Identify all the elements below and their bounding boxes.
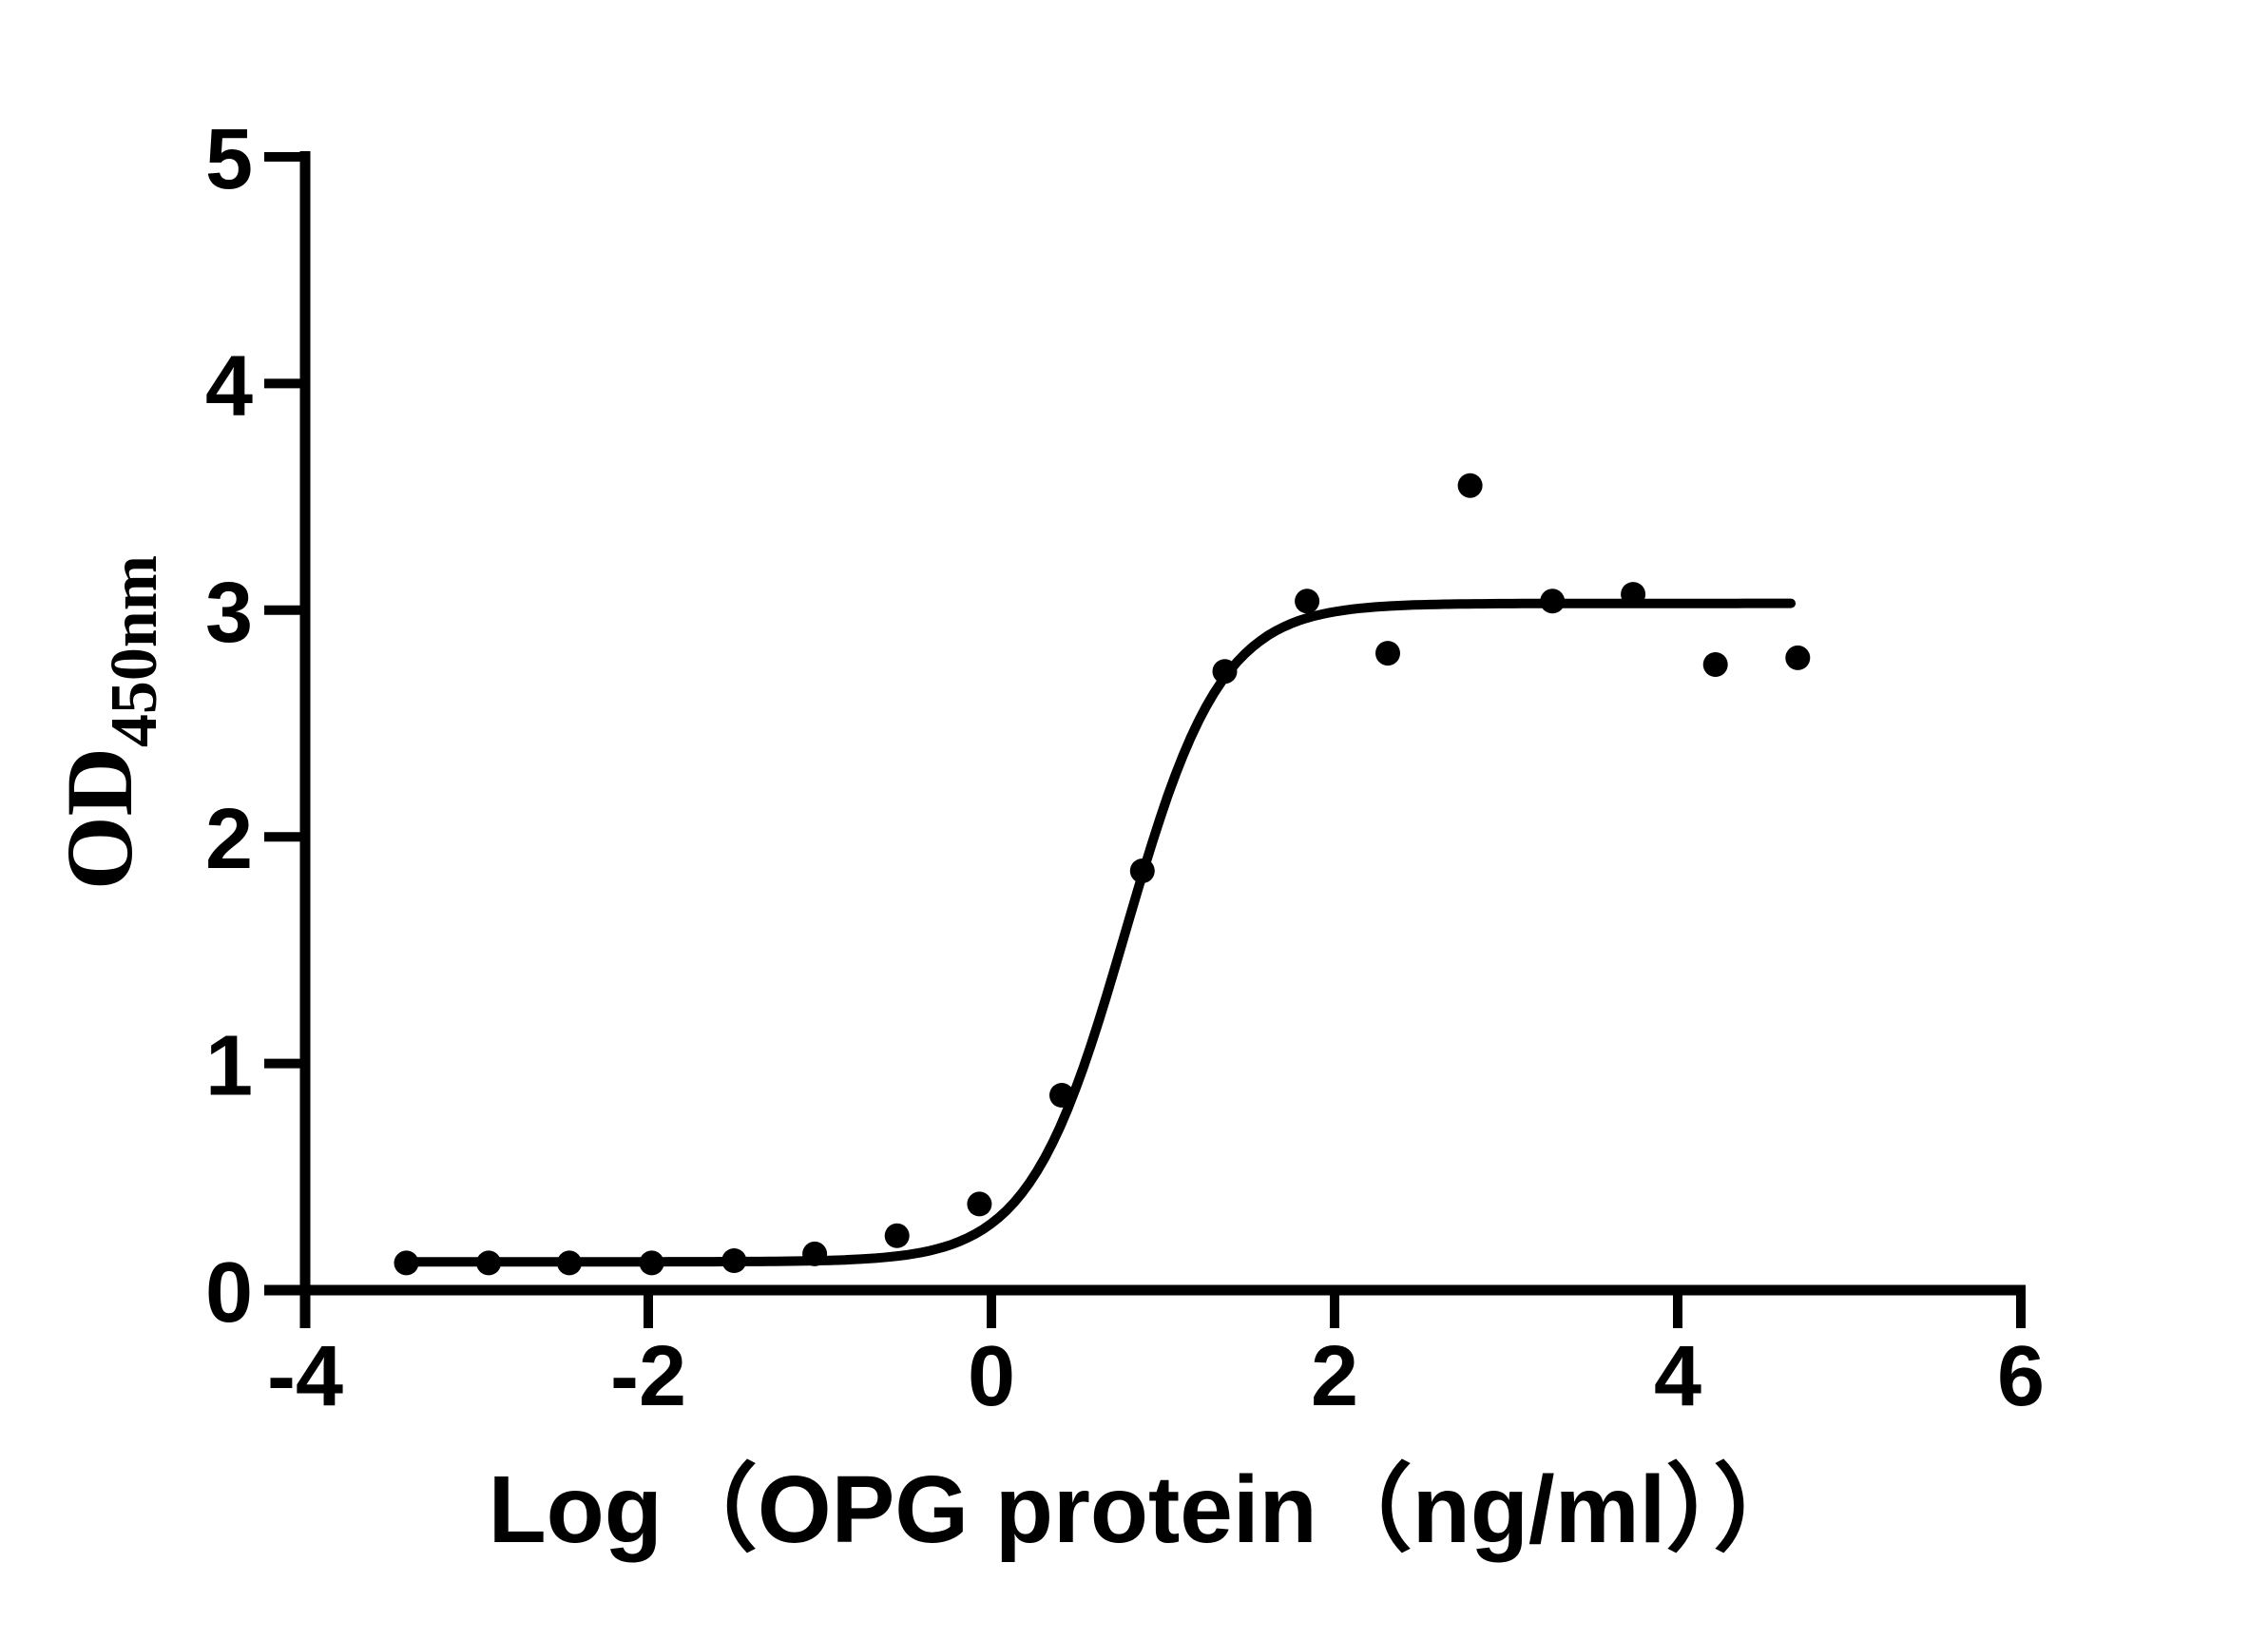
axes [264,151,2026,1328]
data-point [1702,652,1728,677]
y-tick-label: 5 [205,112,253,207]
x-tick-label: 6 [1997,1329,2045,1424]
data-points [394,473,1811,1276]
data-point [967,1191,992,1217]
data-point [639,1250,664,1276]
data-point [1457,473,1483,498]
data-point [1295,588,1320,614]
data-point [1621,582,1646,608]
x-tick-label: -4 [267,1329,343,1424]
y-tick-label: 2 [205,792,253,887]
data-point [884,1223,910,1248]
data-point [394,1250,419,1276]
y-axis-title-subscript: 450nm [98,555,171,747]
data-point [1785,645,1811,670]
data-point [802,1241,828,1266]
data-point [1129,859,1155,883]
y-axis-title-main: OD [47,747,152,890]
data-point [721,1248,747,1273]
y-tick-label: 0 [205,1245,253,1341]
x-tick-label: 4 [1654,1329,1701,1424]
y-tick-label: 4 [205,338,253,434]
y-tick-label: 1 [205,1019,253,1114]
fit-curve [401,598,1797,1267]
data-point [1212,659,1238,685]
y-axis-tick-labels: 0 1 2 3 4 5 [205,112,253,1341]
data-point [1375,641,1400,666]
x-tick-label: -2 [610,1329,686,1424]
data-point [557,1250,582,1276]
x-tick-label: 2 [1311,1329,1358,1424]
data-point [476,1250,502,1276]
data-point [1540,588,1566,614]
x-tick-label: 0 [968,1329,1015,1424]
data-point [1049,1083,1074,1108]
x-axis-tick-labels: -4 -2 0 2 4 6 [267,1329,2045,1424]
x-axis-title: Log（OPG protein（ng/ml）） [489,1457,1809,1563]
y-tick-label: 3 [205,566,253,661]
y-axis-title: OD450nm [47,555,171,890]
